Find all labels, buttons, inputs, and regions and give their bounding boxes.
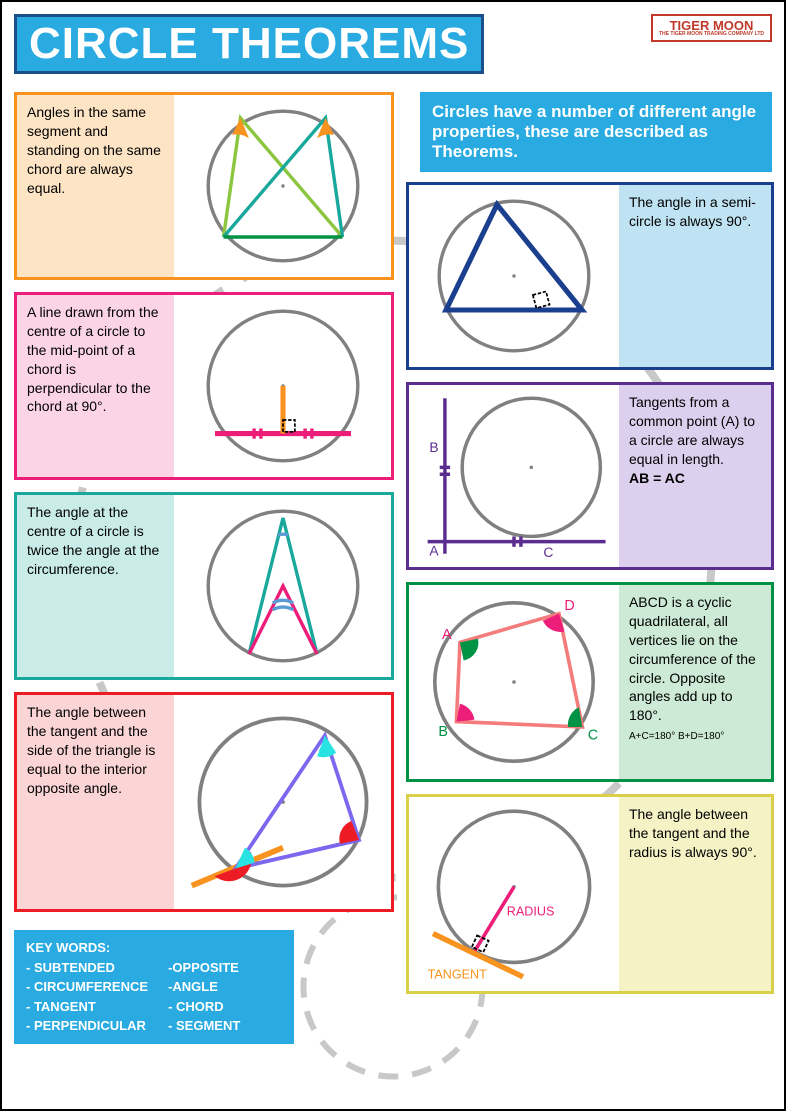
card-figure: B A C (409, 385, 619, 567)
keyword-item: - SUBTENDED (26, 958, 148, 978)
keyword-item: -ANGLE (168, 977, 240, 997)
keyword-item: - CIRCUMFERENCE (26, 977, 148, 997)
card-text-extra: A+C=180° B+D=180° (629, 731, 724, 742)
card-figure (174, 95, 391, 277)
card-centre-twice: The angle at the centre of a circle is t… (14, 492, 394, 680)
label-d: D (564, 598, 574, 614)
card-text-main: Tangents from a common point (A) to a ci… (629, 394, 755, 467)
keyword-item: -OPPOSITE (168, 958, 240, 978)
diagram-cyclic-quad: A D C B (424, 592, 604, 772)
label-a: A (442, 627, 452, 643)
keywords-col2: -OPPOSITE -ANGLE - CHORD - SEGMENT (168, 958, 240, 1036)
card-tangent-radius: The angle between the tangent and the ra… (406, 794, 774, 994)
diagram-chord-perp (198, 301, 368, 471)
card-text: The angle between the tangent and the si… (17, 695, 174, 909)
card-figure: A D C B (409, 585, 619, 779)
diagram-tangent-radius: RADIUS TANGENT (424, 804, 604, 984)
card-figure (174, 495, 391, 677)
card-figure: RADIUS TANGENT (409, 797, 619, 991)
card-alt-segment: The angle between the tangent and the si… (14, 692, 394, 912)
cards-grid: Angles in the same segment and standing … (14, 92, 772, 1097)
card-same-segment: Angles in the same segment and standing … (14, 92, 394, 280)
label-tangent: TANGENT (428, 968, 488, 982)
card-text: Tangents from a common point (A) to a ci… (619, 385, 771, 567)
diagram-alt-segment (188, 707, 378, 897)
poster: CIRCLE THEOREMS TIGER MOON THE TIGER MOO… (0, 0, 786, 1111)
label-b: B (429, 439, 438, 455)
card-text: The angle at the centre of a circle is t… (17, 495, 174, 677)
page-title: CIRCLE THEOREMS (14, 14, 484, 74)
card-cyclic-quad: ABCD is a cyclic quadrilateral, all vert… (406, 582, 774, 782)
card-text-main: ABCD is a cyclic quadrilateral, all vert… (629, 594, 756, 723)
card-text: The angle between the tangent and the ra… (619, 797, 771, 991)
header: CIRCLE THEOREMS TIGER MOON THE TIGER MOO… (14, 14, 772, 74)
card-tangent-equal: Tangents from a common point (A) to a ci… (406, 382, 774, 570)
label-c: C (588, 728, 598, 744)
logo-subtext: THE TIGER MOON TRADING COMPANY LTD (659, 32, 764, 37)
card-text: The angle in a semi-circle is always 90°… (619, 185, 771, 367)
card-text: Angles in the same segment and standing … (17, 95, 174, 277)
card-text-extra: AB = AC (629, 470, 685, 486)
card-text: A line drawn from the centre of a circle… (17, 295, 174, 477)
diagram-same-segment (198, 101, 368, 271)
keywords-header: KEY WORDS: (26, 938, 282, 958)
card-figure (409, 185, 619, 367)
diagram-centre-twice (198, 501, 368, 671)
label-a: A (429, 542, 439, 558)
brand-logo: TIGER MOON THE TIGER MOON TRADING COMPAN… (651, 14, 772, 42)
card-text: ABCD is a cyclic quadrilateral, all vert… (619, 585, 771, 779)
label-c: C (543, 544, 553, 560)
card-figure (174, 295, 391, 477)
keyword-item: - PERPENDICULAR (26, 1016, 148, 1036)
keyword-item: - CHORD (168, 997, 240, 1017)
card-figure (174, 695, 391, 909)
diagram-semicircle (429, 191, 599, 361)
keywords-box: KEY WORDS: - SUBTENDED - CIRCUMFERENCE -… (14, 930, 294, 1044)
card-semicircle: The angle in a semi-circle is always 90°… (406, 182, 774, 370)
label-radius: RADIUS (507, 905, 555, 919)
keyword-item: - SEGMENT (168, 1016, 240, 1036)
keywords-col1: - SUBTENDED - CIRCUMFERENCE - TANGENT - … (26, 958, 148, 1036)
card-chord-perp: A line drawn from the centre of a circle… (14, 292, 394, 480)
keyword-item: - TANGENT (26, 997, 148, 1017)
label-b: B (438, 724, 448, 740)
diagram-tangent-equal: B A C (419, 386, 609, 566)
